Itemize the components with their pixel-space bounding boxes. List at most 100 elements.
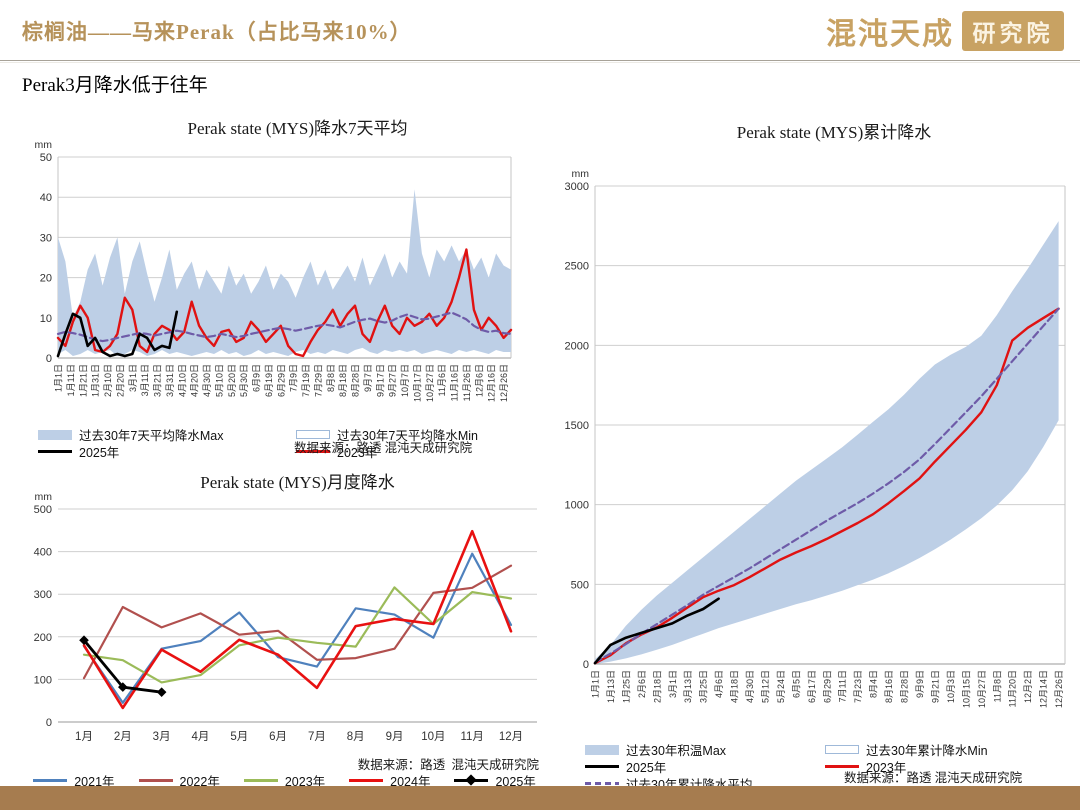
y-tick-label: 30	[40, 232, 52, 244]
x-tick-label: 2月18日	[652, 670, 662, 703]
y-tick-label: 200	[34, 632, 52, 644]
source-note: 数据来源：路透 混沌天成研究院	[844, 771, 1023, 785]
legend-label: 2023年	[284, 775, 326, 789]
brand-logo-text: 混沌天成	[826, 18, 954, 51]
x-tick-label: 8月16日	[884, 670, 894, 703]
legend-label: 2021年	[74, 775, 115, 789]
x-tick-label: 6月9日	[252, 364, 262, 392]
x-tick-label: 4月20日	[190, 364, 200, 397]
x-tick-label: 11月20日	[1008, 670, 1018, 707]
x-tick-label: 6月	[269, 731, 287, 743]
x-tick-label: 7月29日	[313, 364, 323, 397]
x-tick-label: 9月9日	[915, 670, 925, 698]
legend-item: 过去30年7天平均降水Max	[38, 426, 296, 443]
legend-item: 过去30年积温Max	[585, 741, 825, 758]
legend-label: 2024年	[390, 775, 431, 789]
x-tick-label: 8月	[347, 731, 365, 743]
y-tick-label: 500	[34, 504, 52, 516]
x-tick-label: 1月	[75, 731, 93, 743]
x-tick-label: 12月6日	[474, 364, 484, 397]
legend-label: 2025年	[495, 775, 536, 789]
x-tick-label: 4月30日	[202, 364, 212, 397]
x-tick-label: 1月1日	[591, 670, 601, 698]
x-tick-label: 10月3日	[946, 670, 956, 703]
x-tick-label: 6月5日	[791, 670, 801, 698]
x-tick-label: 12月14日	[1039, 670, 1049, 708]
chart-title: Perak state (MYS)降水7天平均	[187, 119, 408, 138]
legend-label: 2025年	[626, 761, 667, 775]
header-divider	[0, 60, 1080, 63]
y-tick-label: 3000	[565, 181, 589, 193]
chart-monthly-legend: 2021年 2022年 2023年 2024年 2025年	[26, 772, 543, 789]
y-tick-label: 0	[583, 659, 589, 671]
y-tick-label: 100	[34, 674, 52, 686]
x-tick-label: 1月21日	[78, 364, 88, 397]
x-tick-label: 1月25日	[621, 670, 631, 703]
band-max-min	[58, 189, 511, 356]
legend-item: 2024年	[349, 772, 430, 789]
legend-swatch-line	[825, 765, 859, 768]
x-tick-label: 10月7日	[400, 364, 410, 397]
series-y2023	[56, 248, 513, 358]
legend-label: 2023年	[866, 761, 907, 775]
legend-item: 2021年	[33, 772, 115, 789]
legend-label: 过去30年7天平均降水Max	[79, 429, 224, 443]
legend-swatch-band	[38, 429, 72, 440]
legend-swatch-line	[585, 765, 619, 768]
x-tick-label: 4月18日	[730, 670, 740, 703]
source-note: 数据来源：路透 混沌天成研究院	[294, 441, 473, 455]
brand-logo: 混沌天成 研究院	[826, 9, 1064, 53]
y-tick-label: 1000	[565, 500, 589, 512]
x-tick-label: 11月6日	[437, 364, 447, 396]
x-tick-label: 1月31日	[91, 364, 101, 397]
series-y2024	[82, 529, 513, 710]
y-tick-label: 50	[40, 152, 52, 164]
x-tick-label: 5月12日	[760, 670, 770, 703]
x-tick-label: 3月13日	[683, 670, 693, 703]
x-tick-label: 8月28日	[900, 670, 910, 703]
x-tick-label: 10月27日	[425, 364, 435, 402]
x-tick-label: 10月	[421, 731, 445, 743]
x-tick-label: 11月16日	[450, 364, 460, 401]
x-tick-label: 5月24日	[776, 670, 786, 703]
x-tick-label: 4月	[192, 731, 210, 743]
y-tick-label: 40	[40, 192, 52, 204]
series-y2022	[82, 564, 513, 680]
chart-7day-average: Perak state (MYS)降水7天平均 0 10 20 30 40 50 mm 1月1…	[26, 110, 543, 464]
source-note: 数据来源：路透 混沌天成研究院	[357, 758, 539, 772]
y-tick-label: 0	[46, 717, 52, 729]
legend-swatch-line	[296, 450, 330, 453]
legend-label: 2025年	[79, 446, 120, 460]
legend-swatch-band	[585, 744, 619, 755]
legend-label: 2023年	[337, 446, 378, 460]
x-tick-label: 12月	[499, 731, 523, 743]
chart-title: Perak state (MYS)累计降水	[736, 123, 932, 142]
x-tick-label: 10月17日	[412, 364, 422, 402]
legend-swatch-line-diamond	[454, 774, 489, 786]
x-tick-label: 2月10日	[103, 364, 113, 397]
legend-item: 2025年	[38, 443, 296, 460]
x-tick-label: 8月18日	[338, 364, 348, 397]
x-tick-label: 9月21日	[930, 670, 940, 703]
x-tick-label: 3月	[153, 731, 171, 743]
legend-swatch-band-outline	[296, 430, 330, 439]
x-tick-label: 7月23日	[853, 670, 863, 703]
y-tick-label: 20	[40, 273, 52, 285]
x-tick-label: 3月21日	[153, 364, 163, 397]
y-tick-label: 2000	[565, 340, 589, 352]
legend-swatch-line	[349, 779, 384, 782]
legend-item: 2025年	[585, 758, 825, 775]
series-y2025c	[593, 597, 720, 665]
brand-logo-seal: 研究院	[962, 11, 1064, 51]
legend-swatch-line	[243, 779, 278, 782]
legend-swatch-line	[38, 450, 72, 453]
legend-label: 过去30年7天平均降水Min	[337, 429, 478, 443]
x-tick-label: 12月26日	[499, 364, 509, 402]
footer-bar	[0, 786, 1080, 810]
x-tick-label: 10月15日	[961, 670, 971, 708]
x-tick-label: 7月9日	[289, 364, 299, 392]
diamond-marker	[465, 774, 478, 786]
y-tick-label: 2500	[565, 261, 589, 273]
